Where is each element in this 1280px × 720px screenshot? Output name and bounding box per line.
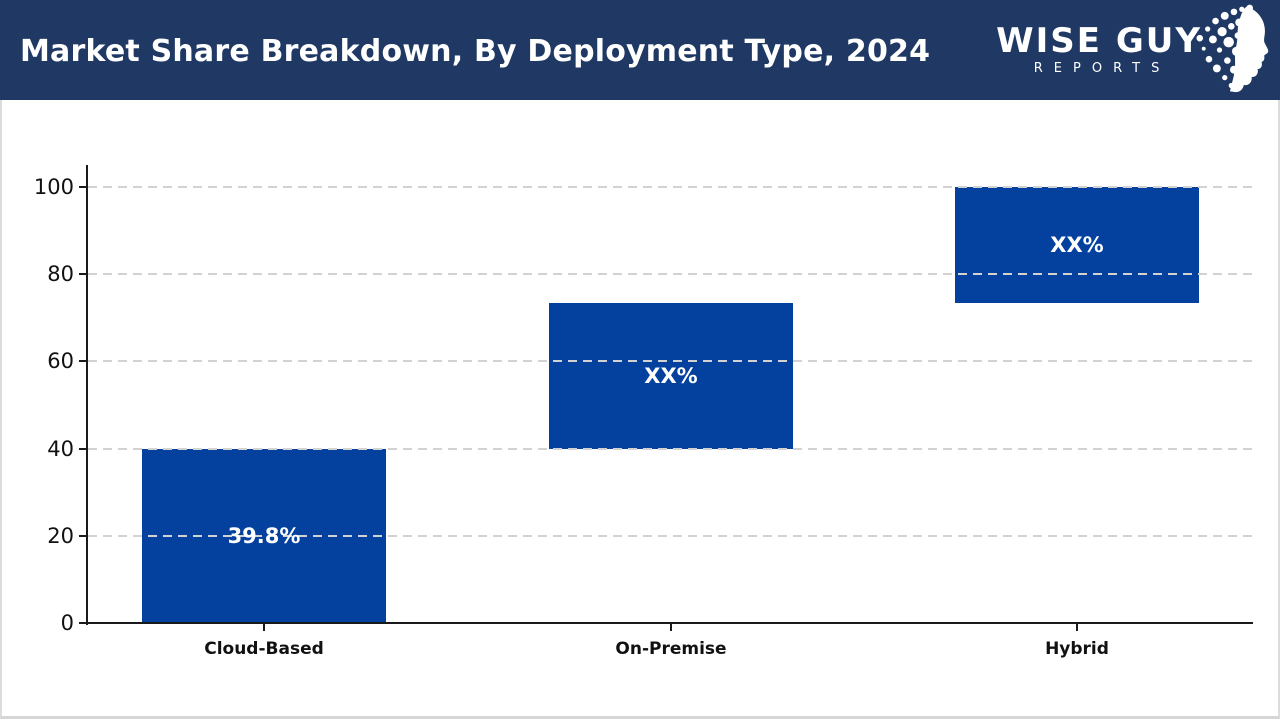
gridline-y40 xyxy=(88,447,1253,450)
gridline-y60 xyxy=(88,360,1253,363)
y-tick-label-100: 100 xyxy=(33,175,74,199)
x-category-label: On-Premise xyxy=(615,639,727,659)
wise-guy-reports-logo: WISE GUY REPORTS xyxy=(996,4,1272,96)
gridline-y100 xyxy=(88,186,1253,188)
y-tickmark-20 xyxy=(79,534,86,537)
y-tick-label-60: 60 xyxy=(47,349,74,374)
x-tickmark-0 xyxy=(263,624,265,631)
gridline-y20 xyxy=(88,534,1253,537)
y-tickmark-100 xyxy=(79,186,86,188)
y-tick-label-20: 20 xyxy=(47,523,74,548)
logo-brand-subname: REPORTS xyxy=(1033,61,1171,77)
y-tick-label-40: 40 xyxy=(47,436,74,461)
y-tickmark-80 xyxy=(79,273,86,276)
gridline-y80 xyxy=(88,273,1253,276)
x-tickmark-1 xyxy=(670,624,672,631)
x-category-label: Cloud-Based xyxy=(204,639,324,659)
bar-value-label: 39.8% xyxy=(227,524,301,549)
y-axis-line xyxy=(86,165,88,625)
chart-title: Market Share Breakdown, By Deployment Ty… xyxy=(20,34,931,69)
y-tickmark-40 xyxy=(79,447,86,450)
bar-hybrid xyxy=(955,187,1199,303)
logo-face-icon xyxy=(1196,4,1269,93)
y-tick-label-0: 0 xyxy=(60,611,74,635)
header-bar: Market Share Breakdown, By Deployment Ty… xyxy=(0,0,1280,100)
x-tickmark-2 xyxy=(1076,624,1078,631)
y-tickmark-60 xyxy=(79,360,86,363)
bar-on-premise xyxy=(549,302,793,450)
bar-value-label: XX% xyxy=(644,364,698,388)
x-category-label: Hybrid xyxy=(1045,639,1109,659)
x-axis-line xyxy=(86,622,1253,624)
y-tick-label-80: 80 xyxy=(47,262,74,287)
logo-brand-name: WISE GUY xyxy=(996,20,1202,61)
bar-value-label: XX% xyxy=(1050,232,1104,257)
y-tickmark-0 xyxy=(79,622,86,624)
logo-text: WISE GUY REPORTS xyxy=(996,20,1202,77)
